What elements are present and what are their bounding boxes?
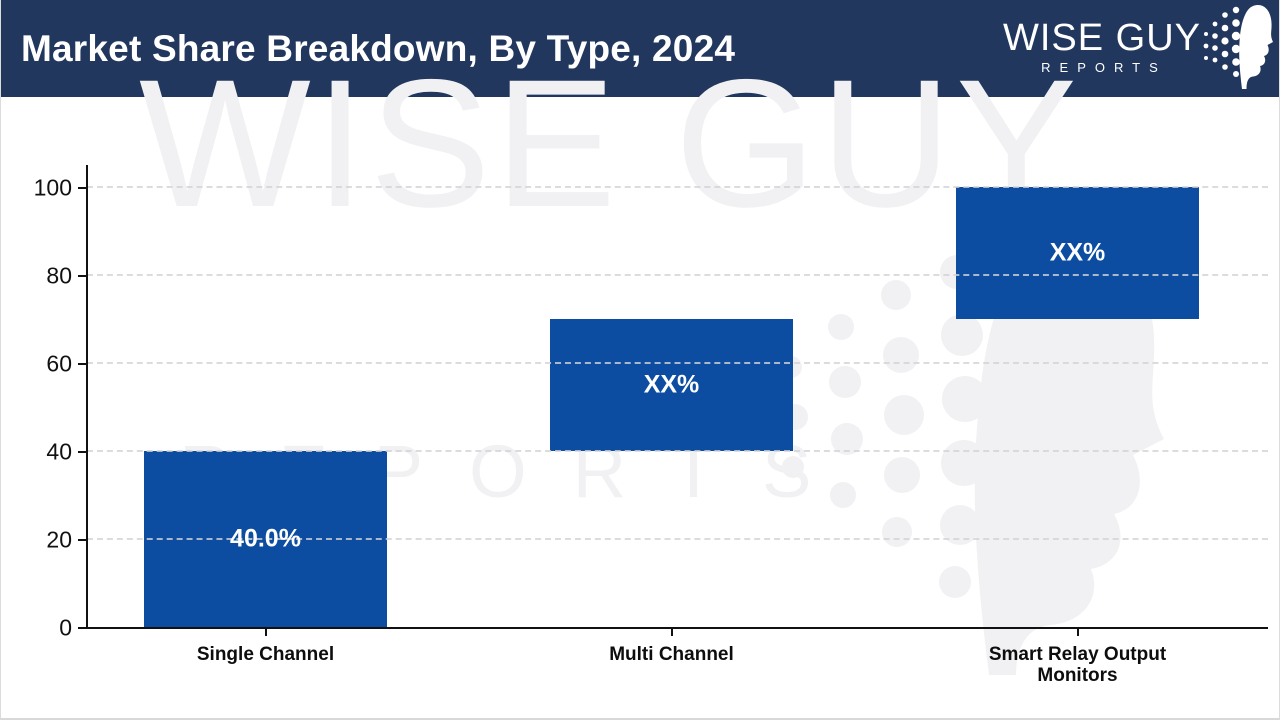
chart-bar [956, 186, 1199, 319]
y-axis-tick [78, 450, 86, 453]
logo-subtitle: REPORTS [1041, 59, 1167, 75]
y-axis-tick-label: 80 [46, 262, 72, 289]
logo-head-icon [1203, 5, 1273, 89]
gridline [87, 185, 1268, 188]
chart-area: WISE GUY REPORTS 40.0% XX% XX% 0 20 40 60 80 100… [1, 52, 1279, 718]
bar-value-label: XX% [1049, 238, 1106, 267]
chart-title: Market Share Breakdown, By Type, 2024 [21, 27, 736, 69]
y-axis-tick-label: 60 [46, 350, 72, 377]
header-bar: Market Share Breakdown, By Type, 2024 WI… [1, 0, 1279, 97]
x-axis-tick [1076, 629, 1079, 636]
x-axis-category-label: Smart Relay Output Monitors [988, 644, 1167, 686]
y-axis-tick [78, 362, 86, 365]
x-axis-category-label: Single Channel [196, 644, 335, 665]
y-axis-line [86, 165, 88, 629]
y-axis-tick-label: 100 [33, 174, 72, 200]
y-axis-tick-label: 40 [46, 438, 72, 465]
y-axis-tick [78, 538, 86, 541]
gridline [87, 273, 1268, 276]
x-axis-category-label: Multi Channel [609, 644, 734, 665]
x-axis-line [86, 627, 1268, 629]
y-axis-tick [78, 274, 86, 277]
watermark-wordmark: WISE GUY [139, 41, 1082, 245]
gridline [87, 449, 1268, 452]
watermark-head-icon [780, 242, 1164, 676]
chart-bar [550, 318, 793, 451]
x-axis-tick [264, 629, 267, 636]
y-axis-tick-label: 0 [59, 614, 72, 641]
bar-value-label: XX% [643, 370, 700, 399]
y-axis-tick-label: 20 [46, 526, 72, 553]
logo-wordmark: WISE GUY [1002, 17, 1201, 60]
wise-guy-reports-logo: WISE GUY REPORTS [1003, 2, 1273, 92]
y-axis-tick [78, 186, 86, 189]
y-axis-tick [78, 627, 86, 629]
bar-value-label: 40.0% [230, 524, 301, 553]
x-axis-tick [670, 629, 673, 636]
gridline [87, 361, 1268, 364]
logo-text: WISE GUY REPORTS [1002, 17, 1201, 75]
gridline [87, 537, 1268, 540]
